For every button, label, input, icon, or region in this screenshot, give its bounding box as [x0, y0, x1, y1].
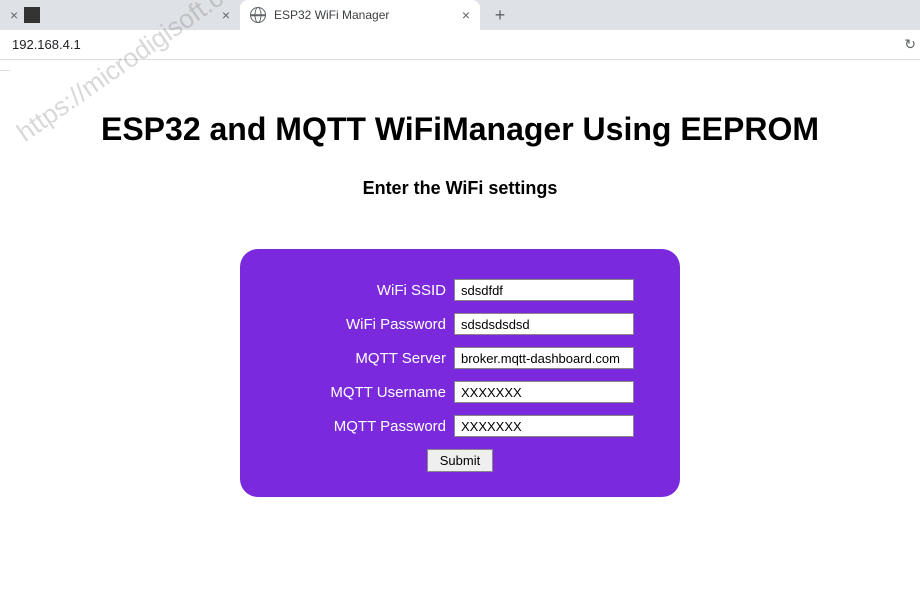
- divider: [0, 70, 10, 71]
- tab-bar: × × ESP32 WiFi Manager × +: [0, 0, 920, 30]
- address-text: 192.168.4.1: [12, 37, 81, 52]
- close-icon[interactable]: ×: [10, 7, 18, 23]
- browser-tab-1[interactable]: × ×: [0, 0, 240, 30]
- page-title: ESP32 and MQTT WiFiManager Using EEPROM: [20, 111, 900, 148]
- new-tab-button[interactable]: +: [486, 1, 514, 29]
- wifi-password-input[interactable]: [454, 313, 634, 335]
- wifi-password-label: WiFi Password: [286, 316, 446, 333]
- mqtt-username-input[interactable]: [454, 381, 634, 403]
- form-row-mqtt-pass: MQTT Password: [260, 415, 660, 437]
- browser-chrome: × × ESP32 WiFi Manager × + 192.168.4.1 ↻: [0, 0, 920, 60]
- ssid-input[interactable]: [454, 279, 634, 301]
- browser-tab-2[interactable]: ESP32 WiFi Manager ×: [240, 0, 480, 30]
- mqtt-password-label: MQTT Password: [286, 418, 446, 435]
- mqtt-username-label: MQTT Username: [286, 384, 446, 401]
- submit-row: Submit: [260, 449, 660, 472]
- mqtt-server-label: MQTT Server: [286, 350, 446, 367]
- mqtt-password-input[interactable]: [454, 415, 634, 437]
- page-subtitle: Enter the WiFi settings: [0, 178, 920, 199]
- wifi-settings-form: WiFi SSID WiFi Password MQTT Server MQTT…: [240, 249, 680, 497]
- globe-icon: [250, 7, 266, 23]
- form-row-mqtt-server: MQTT Server: [260, 347, 660, 369]
- tab-title: ESP32 WiFi Manager: [274, 8, 462, 22]
- form-row-ssid: WiFi SSID: [260, 279, 660, 301]
- page-content: ESP32 and MQTT WiFiManager Using EEPROM …: [0, 60, 920, 497]
- mqtt-server-input[interactable]: [454, 347, 634, 369]
- address-bar[interactable]: 192.168.4.1 ↻: [0, 30, 920, 60]
- form-row-password: WiFi Password: [260, 313, 660, 335]
- favicon-icon: [24, 7, 40, 23]
- ssid-label: WiFi SSID: [286, 282, 446, 299]
- submit-button[interactable]: Submit: [427, 449, 493, 472]
- form-row-mqtt-user: MQTT Username: [260, 381, 660, 403]
- close-icon[interactable]: ×: [222, 7, 230, 23]
- reload-icon[interactable]: ↻: [904, 36, 916, 53]
- close-icon[interactable]: ×: [462, 7, 470, 23]
